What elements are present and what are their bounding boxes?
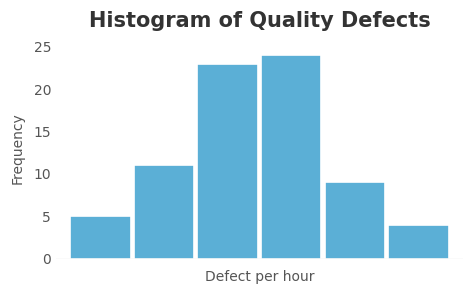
Bar	[261, 55, 321, 259]
Bar	[197, 64, 258, 259]
Bar	[388, 225, 448, 259]
Bar	[70, 216, 131, 259]
Title: Histogram of Quality Defects: Histogram of Quality Defects	[89, 11, 430, 31]
X-axis label: Defect per hour: Defect per hour	[205, 270, 314, 284]
Y-axis label: Frequency: Frequency	[11, 113, 25, 184]
Bar	[134, 165, 194, 259]
Bar	[325, 182, 385, 259]
